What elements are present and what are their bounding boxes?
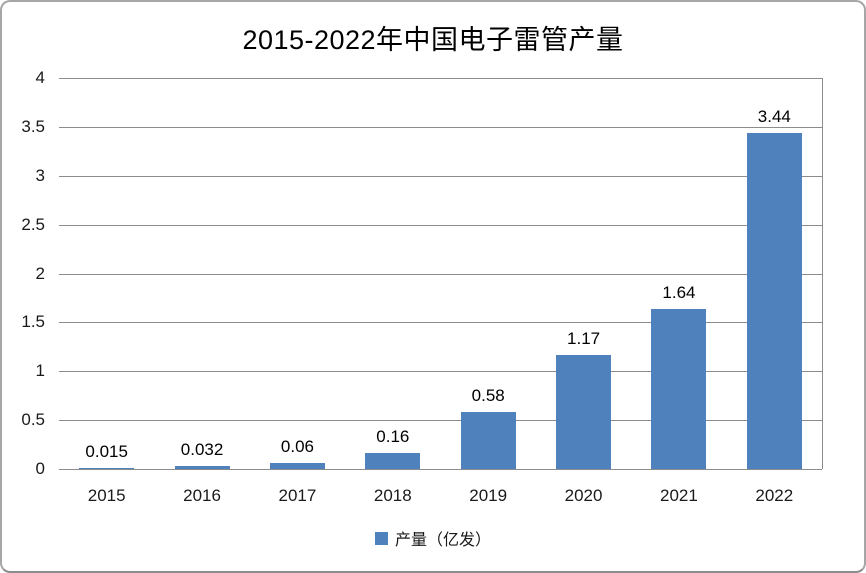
y-axis-tick-label: 2.5 <box>21 214 45 234</box>
bar-2017 <box>270 463 325 469</box>
bar-value-label: 0.06 <box>280 437 314 457</box>
y-axis-tick-label: 3.5 <box>21 116 45 136</box>
x-axis-tick-label: 2018 <box>373 486 412 505</box>
bar-2020 <box>556 354 611 469</box>
x-axis-tick-label: 2015 <box>87 486 126 505</box>
y-axis-tick-label: 0.5 <box>21 410 45 430</box>
bar-2016 <box>175 465 230 469</box>
bar-value-label: 0.015 <box>85 441 128 461</box>
gridline-y-1.5 <box>59 322 822 324</box>
legend: 产量（亿发） <box>2 526 864 550</box>
bar-value-label: 3.44 <box>757 106 791 126</box>
chart-title: 2015-2022年中国电子雷管产量 <box>242 25 624 55</box>
bar-value-label: 0.032 <box>180 439 224 459</box>
bar-2022 <box>747 132 802 469</box>
legend-label: 产量（亿发） <box>394 532 491 549</box>
bar-value-label: 0.58 <box>471 386 505 406</box>
y-axis-tick-label: 0 <box>35 459 45 478</box>
gridline-y-1 <box>59 371 822 373</box>
gridline-y-3.5 <box>59 126 822 128</box>
bar-2019 <box>461 412 516 469</box>
legend-marker-icon <box>374 531 388 545</box>
x-axis-tick-label: 2021 <box>660 486 698 505</box>
bar-value-label: 1.64 <box>662 282 696 302</box>
gridline-y-2 <box>59 273 822 275</box>
gridline-y-4 <box>59 78 822 79</box>
bar-2015 <box>79 467 134 469</box>
y-axis-tick-label: 2 <box>35 263 45 283</box>
y-axis-tick-label: 4 <box>35 68 45 87</box>
x-axis-tick-label: 2022 <box>755 486 794 505</box>
x-axis-tick-label: 2016 <box>183 486 221 505</box>
y-axis-tick-label: 3 <box>35 165 45 185</box>
y-axis-tick-label: 1.5 <box>21 312 45 332</box>
gridline-y-3 <box>59 175 822 177</box>
x-axis-tick-label: 2020 <box>564 486 603 505</box>
bar-value-label: 0.16 <box>376 427 410 447</box>
gridline-y-0.5 <box>59 420 822 422</box>
bar-2018 <box>365 453 420 469</box>
plot-right-border <box>822 78 823 469</box>
x-axis-tick-label: 2019 <box>469 486 508 505</box>
gridline-y-0 <box>59 469 822 470</box>
y-axis-tick-label: 1 <box>35 361 45 381</box>
bar-2021 <box>651 308 706 469</box>
gridline-y-2.5 <box>59 224 822 226</box>
x-axis-tick-label: 2017 <box>278 486 317 505</box>
bar-value-label: 1.17 <box>567 328 601 348</box>
